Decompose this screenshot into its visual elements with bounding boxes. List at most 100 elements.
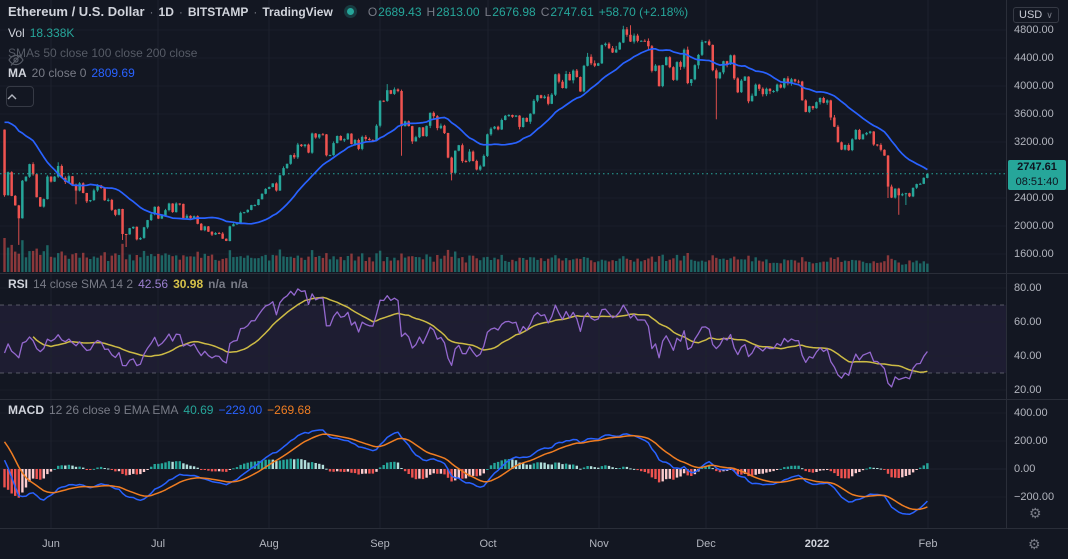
macd-histogram-bar (786, 466, 790, 469)
macd-histogram-bar (225, 469, 228, 472)
volume-bar (325, 253, 328, 272)
market-status-dot[interactable] (343, 5, 357, 18)
macd-histogram-bar (836, 469, 840, 476)
macd-histogram-bar (135, 469, 138, 475)
candle-body (686, 49, 689, 84)
volume-bar (493, 257, 496, 272)
smas-label: SMAs 50 close 100 close 200 close (8, 46, 198, 60)
macd-histogram-bar (200, 469, 203, 470)
candle-body (60, 166, 63, 178)
axis-price-label: 3200.00 (1014, 136, 1054, 148)
time-axis-settings-gear-icon[interactable]: ⚙ (1028, 536, 1041, 552)
volume-bar (300, 257, 303, 272)
macd-histogram-bar (393, 461, 396, 469)
rsi-line (3, 288, 928, 388)
time-axis-label: 2022 (804, 538, 830, 550)
candle-body (81, 183, 85, 193)
candle-body (135, 226, 139, 240)
volume-bar (318, 255, 321, 272)
candle-body (725, 61, 729, 65)
time-axis[interactable]: Jun Jul Aug Sep Oct Nov Dec 2022 Feb ⚙ (0, 528, 1068, 559)
rsi-pane[interactable] (0, 273, 1006, 399)
macd-histogram-bar (457, 469, 460, 479)
candle-body (733, 55, 736, 79)
ma20-line (4, 48, 928, 225)
candle-body (861, 134, 865, 140)
candle-body (704, 41, 707, 43)
candle-body (597, 63, 600, 66)
symbol-legend-row[interactable]: Ethereum / U.S. Dollar · 1D · BITSTAMP ·… (8, 4, 688, 19)
macd-histogram-bar (432, 469, 435, 474)
volume-bar (679, 260, 682, 272)
macd-pane[interactable] (0, 399, 1006, 528)
macd-histogram-bar (49, 469, 53, 472)
candle-body (536, 95, 539, 101)
volume-bar (71, 254, 74, 272)
volume-bar (668, 259, 671, 272)
currency-dropdown[interactable]: USD ∨ (1013, 7, 1059, 23)
ma-legend-row[interactable]: MA 20 close 0 2809.69 (8, 66, 135, 80)
candle-body (532, 100, 536, 114)
macd-histogram-bar (67, 464, 71, 469)
volume-value: 18.338K (29, 26, 75, 40)
macd-histogram-bar (89, 469, 92, 470)
candle-body (92, 190, 96, 201)
macd-histogram-bar (228, 469, 232, 470)
chevron-up-icon (7, 93, 17, 99)
macd-legend-row[interactable]: MACD 12 26 close 9 EMA EMA 40.69 −229.00… (8, 403, 311, 417)
main-price-pane[interactable] (0, 0, 1006, 273)
volume-legend-row[interactable]: Vol 18.338K (8, 26, 74, 40)
ma-value: 2809.69 (91, 66, 135, 80)
macd-histogram-bar (39, 469, 42, 480)
volume-bar (164, 253, 167, 272)
volume-bar (686, 253, 689, 272)
volume-bar (661, 254, 664, 272)
volume-bar (507, 261, 511, 272)
macd-histogram-bar (92, 468, 96, 470)
volume-bar (64, 255, 67, 272)
pane-divider-main-rsi[interactable] (0, 273, 1068, 274)
macd-histogram-bar (550, 464, 553, 469)
macd-histogram-bar (729, 469, 732, 470)
volume-bar (593, 262, 596, 272)
candle-body (421, 127, 425, 137)
macd-histogram-bar (414, 469, 418, 480)
candle-body (550, 94, 553, 104)
macd-histogram-bar (210, 469, 214, 472)
volume-bar (911, 262, 915, 272)
axis-price-label: 4000.00 (1014, 80, 1054, 92)
macd-histogram-bar (264, 459, 267, 469)
candle-body (149, 214, 153, 221)
axis-price-label: 400.00 (1014, 407, 1048, 419)
rsi-legend-row[interactable]: RSI 14 close SMA 14 2 42.56 30.98 n/a n/… (8, 277, 248, 291)
candle-body (661, 65, 664, 87)
macd-histogram-bar (85, 469, 88, 470)
volume-bar (92, 256, 96, 272)
price-axis-settings-gear-icon[interactable]: ⚙ (1029, 505, 1042, 521)
macd-histogram-bar (203, 469, 206, 470)
volume-bar (296, 255, 299, 272)
candle-body (310, 133, 314, 153)
macd-histogram-bar (897, 469, 900, 478)
volume-bar (675, 254, 679, 272)
candle-body (260, 193, 264, 200)
volume-bar (411, 256, 414, 272)
smas-legend-row[interactable]: SMAs 50 close 100 close 200 close (8, 46, 208, 66)
volume-bar (264, 254, 267, 272)
candle-body (307, 144, 310, 153)
candle-body (49, 176, 53, 182)
candle-body (471, 151, 475, 161)
macd-histogram-bar (911, 469, 915, 473)
candle-body (335, 136, 339, 144)
volume-bar (336, 259, 339, 272)
macd-histogram-bar (468, 469, 471, 477)
volume-bar (525, 259, 528, 272)
volume-bar (761, 261, 764, 272)
candle-body (543, 96, 546, 99)
price-axis[interactable]: USD ∨ 4800.00 4400.00 4000.00 3600.00 3200.0… (1006, 0, 1068, 528)
collapse-legend-button[interactable] (6, 86, 34, 107)
macd-histogram-bar (496, 461, 500, 469)
macd-histogram-bar (507, 459, 511, 469)
pane-divider-rsi-macd[interactable] (0, 399, 1068, 400)
candle-body (926, 173, 929, 178)
